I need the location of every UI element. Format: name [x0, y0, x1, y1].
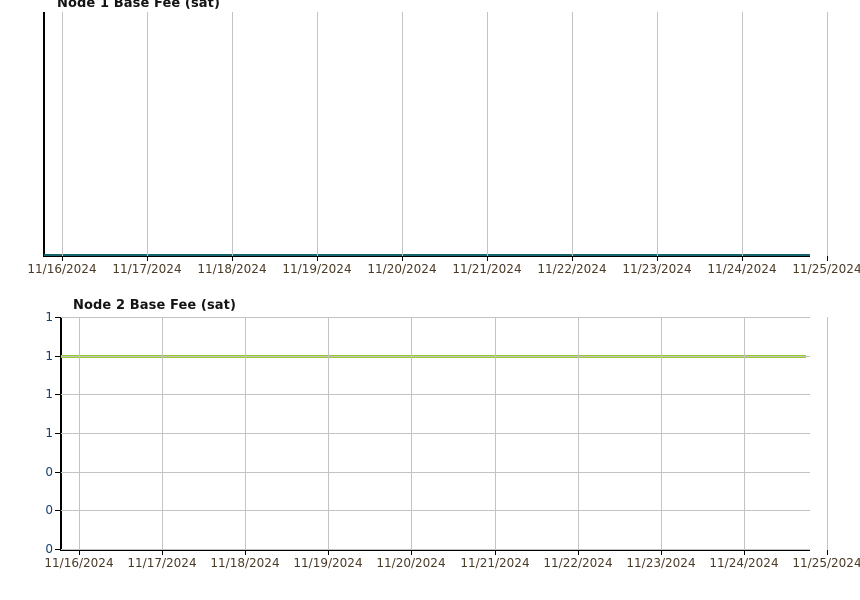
y-axis-tick-label: 0	[45, 503, 53, 517]
y-axis-tick	[55, 472, 61, 473]
chart-title-node-1: Node 1 Base Fee (sat)	[57, 0, 221, 11]
x-axis-tick-label: 11/19/2024	[282, 262, 352, 276]
x-axis-tick	[742, 256, 743, 261]
x-axis-tick	[317, 256, 318, 261]
x-axis-tick	[744, 550, 745, 555]
x-axis-tick	[62, 256, 63, 261]
gridline-vertical	[827, 12, 828, 256]
series-line-node-1	[44, 254, 810, 256]
gridline-horizontal	[61, 433, 810, 434]
x-axis-tick	[162, 550, 163, 555]
y-axis-line-node-1	[43, 12, 45, 257]
gridline-vertical	[657, 12, 658, 256]
x-axis-tick-label: 11/22/2024	[543, 556, 613, 570]
x-axis-tick	[147, 256, 148, 261]
chart-panel-node-2: Node 2 Base Fee (sat) 1 1 1 1 0 0 0 11/16/2024…	[0, 292, 860, 600]
gridline-vertical	[402, 12, 403, 256]
y-axis-tick-label: 1	[45, 426, 53, 440]
x-axis-tick	[411, 550, 412, 555]
y-axis-tick	[55, 317, 61, 318]
x-axis-tick-label: 11/16/2024	[44, 556, 114, 570]
x-axis-tick-label: 11/21/2024	[452, 262, 522, 276]
gridline-vertical	[147, 12, 148, 256]
x-axis-tick-label: 11/23/2024	[622, 262, 692, 276]
gridline-horizontal	[61, 549, 810, 550]
x-axis-tick-label: 11/23/2024	[626, 556, 696, 570]
x-axis-tick-label: 11/25/2024	[792, 556, 860, 570]
x-axis-tick-label: 11/18/2024	[197, 262, 267, 276]
y-axis-tick	[55, 510, 61, 511]
x-axis-tick	[232, 256, 233, 261]
x-axis-tick-label: 11/22/2024	[537, 262, 607, 276]
chart-panel-node-1: Node 1 Base Fee (sat) 11/16/2024 11/17/20…	[0, 0, 860, 292]
x-axis-tick-label: 11/24/2024	[709, 556, 779, 570]
x-axis-tick-label: 11/20/2024	[367, 262, 437, 276]
x-axis-tick-label: 11/17/2024	[112, 262, 182, 276]
x-axis-tick	[827, 550, 828, 555]
x-axis-line-node-2	[60, 549, 810, 551]
gridline-vertical	[742, 12, 743, 256]
x-axis-tick-label: 11/18/2024	[210, 556, 280, 570]
x-axis-tick	[402, 256, 403, 261]
x-axis-tick-label: 11/17/2024	[127, 556, 197, 570]
y-axis-tick-label: 0	[45, 465, 53, 479]
gridline-vertical	[487, 12, 488, 256]
y-axis-line-node-2	[60, 317, 62, 551]
gridline-horizontal	[61, 356, 810, 357]
gridline-vertical	[827, 317, 828, 550]
x-axis-tick	[657, 256, 658, 261]
gridline-vertical	[317, 12, 318, 256]
x-axis-tick	[245, 550, 246, 555]
y-axis-tick	[55, 394, 61, 395]
gridline-horizontal	[61, 472, 810, 473]
y-axis-tick-label: 1	[45, 349, 53, 363]
x-axis-tick-label: 11/16/2024	[27, 262, 97, 276]
x-axis-tick	[495, 550, 496, 555]
gridline-horizontal	[61, 394, 810, 395]
x-axis-tick	[328, 550, 329, 555]
gridline-horizontal	[61, 510, 810, 511]
y-axis-tick-label: 0	[45, 542, 53, 556]
y-axis-tick	[55, 549, 61, 550]
chart-title-node-2: Node 2 Base Fee (sat)	[73, 298, 237, 313]
plot-area-node-2	[55, 317, 828, 555]
y-axis-tick	[55, 356, 61, 357]
y-axis-tick-label: 1	[45, 310, 53, 324]
x-axis-tick	[79, 550, 80, 555]
x-axis-tick	[487, 256, 488, 261]
x-axis-tick-label: 11/24/2024	[707, 262, 777, 276]
x-axis-tick-label: 11/25/2024	[792, 262, 860, 276]
x-axis-line-node-1	[43, 255, 810, 257]
x-axis-tick	[578, 550, 579, 555]
x-axis-tick	[661, 550, 662, 555]
gridline-vertical	[572, 12, 573, 256]
plot-area-node-1	[44, 12, 828, 261]
x-axis-tick-label: 11/19/2024	[293, 556, 363, 570]
x-axis-tick-label: 11/21/2024	[460, 556, 530, 570]
gridline-vertical	[62, 12, 63, 256]
gridline-vertical	[232, 12, 233, 256]
y-axis-tick	[55, 433, 61, 434]
x-axis-tick	[827, 256, 828, 261]
x-axis-tick	[572, 256, 573, 261]
gridline-horizontal	[61, 317, 810, 318]
x-axis-tick-label: 11/20/2024	[376, 556, 446, 570]
y-axis-tick-label: 1	[45, 387, 53, 401]
